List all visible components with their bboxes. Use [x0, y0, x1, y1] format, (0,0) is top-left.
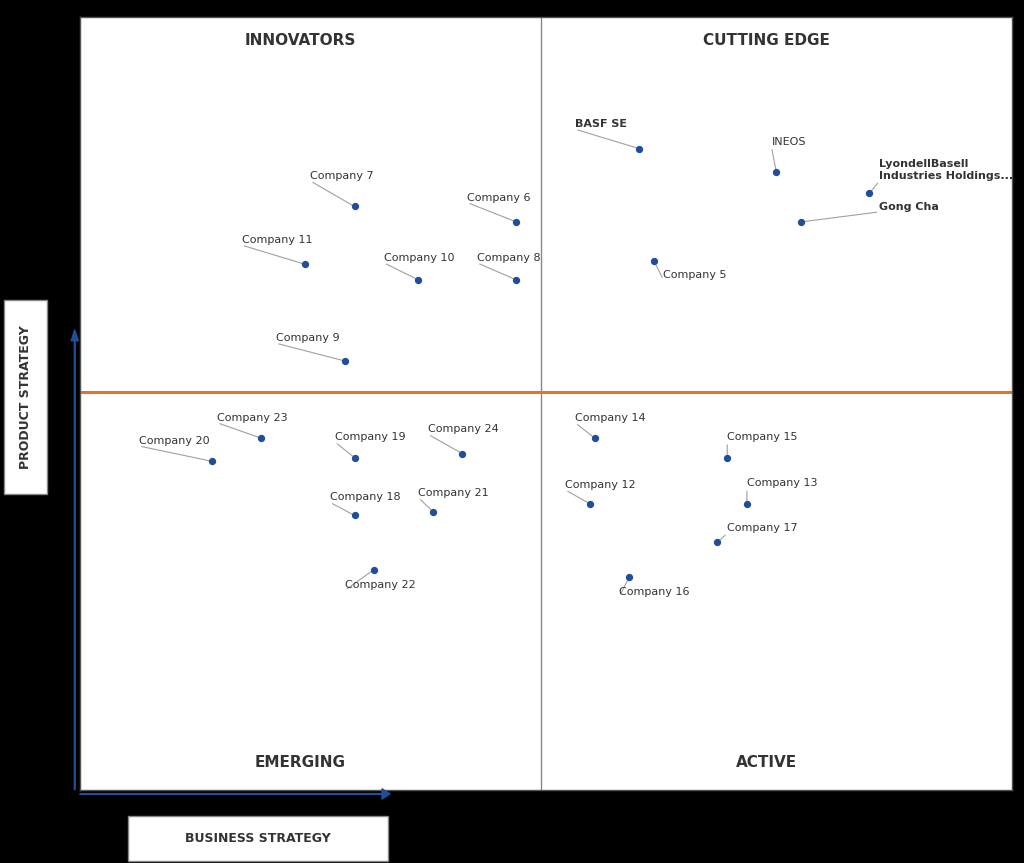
Text: Company 6: Company 6: [467, 192, 530, 203]
Point: [297, 257, 313, 271]
Text: Company 15: Company 15: [727, 432, 798, 442]
Text: CUTTING EDGE: CUTTING EDGE: [703, 33, 829, 48]
Text: EMERGING: EMERGING: [255, 755, 346, 770]
Point: [508, 215, 524, 229]
Point: [621, 570, 637, 584]
Point: [204, 455, 220, 469]
Point: [410, 273, 426, 287]
Point: [582, 497, 598, 511]
Point: [587, 432, 603, 445]
Text: Company 17: Company 17: [727, 523, 798, 533]
Point: [631, 142, 647, 155]
Point: [455, 447, 471, 461]
Text: ACTIVE: ACTIVE: [736, 755, 797, 770]
Point: [645, 254, 662, 268]
Text: Company 12: Company 12: [565, 480, 636, 490]
Text: Company 20: Company 20: [138, 436, 209, 446]
Point: [346, 450, 362, 464]
Text: Company 23: Company 23: [217, 413, 288, 423]
Text: BASF SE: BASF SE: [575, 119, 628, 129]
Text: PRODUCT STRATEGY: PRODUCT STRATEGY: [19, 325, 32, 469]
Text: Company 9: Company 9: [276, 333, 340, 343]
Text: Company 22: Company 22: [345, 581, 416, 590]
Point: [710, 536, 726, 550]
Point: [337, 354, 353, 368]
Point: [768, 165, 784, 179]
Point: [253, 432, 269, 445]
Point: [719, 450, 735, 464]
Text: LyondellBasell
Industries Holdings...: LyondellBasell Industries Holdings...: [880, 160, 1014, 181]
Point: [366, 563, 382, 576]
Point: [346, 199, 362, 213]
Text: Company 13: Company 13: [746, 478, 817, 488]
Text: Company 10: Company 10: [384, 253, 455, 263]
Text: Company 7: Company 7: [310, 171, 374, 181]
Text: Company 18: Company 18: [330, 492, 400, 502]
Text: Company 5: Company 5: [664, 270, 727, 280]
Point: [425, 505, 441, 519]
Text: Company 16: Company 16: [620, 587, 690, 596]
Text: INNOVATORS: INNOVATORS: [245, 33, 356, 48]
Text: Company 11: Company 11: [242, 235, 312, 245]
Point: [793, 215, 809, 229]
Point: [861, 186, 878, 200]
Point: [738, 497, 755, 511]
Text: BUSINESS STRATEGY: BUSINESS STRATEGY: [185, 832, 331, 846]
Text: Company 19: Company 19: [335, 432, 406, 442]
Text: Company 21: Company 21: [418, 488, 488, 498]
Text: Company 8: Company 8: [477, 253, 541, 263]
Point: [508, 273, 524, 287]
Text: Company 14: Company 14: [575, 413, 646, 423]
Text: Gong Cha: Gong Cha: [880, 202, 939, 212]
Point: [346, 508, 362, 522]
Text: INEOS: INEOS: [771, 137, 806, 147]
Text: Company 24: Company 24: [428, 425, 499, 434]
